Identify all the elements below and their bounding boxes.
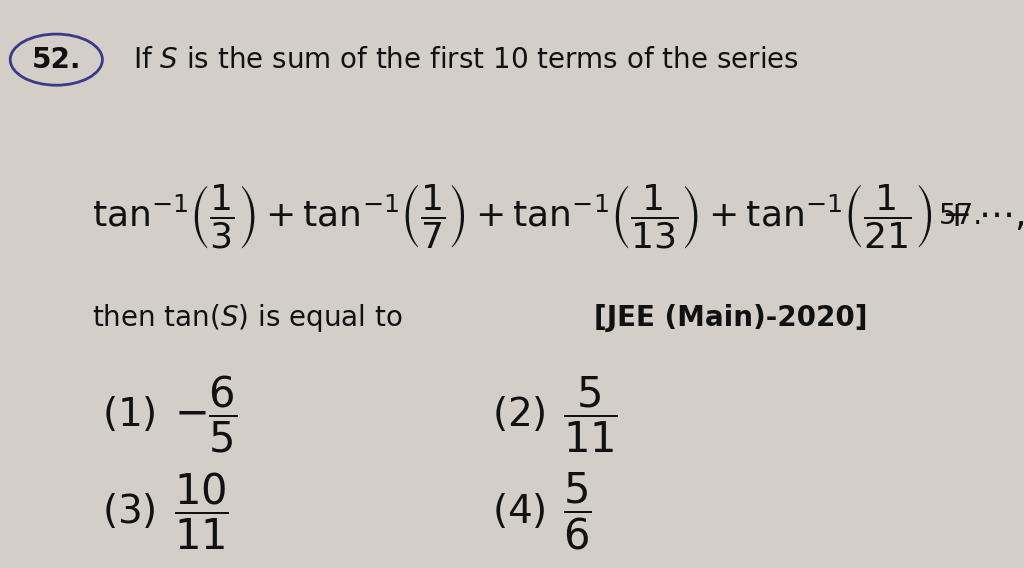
Text: $(3)$: $(3)$ [102,492,156,531]
Text: $(1)$: $(1)$ [102,395,156,434]
Text: then $\tan(S)$ is equal to: then $\tan(S)$ is equal to [92,302,402,334]
Text: $\dfrac{10}{11}$: $\dfrac{10}{11}$ [174,471,229,552]
Text: If $S$ is the sum of the first 10 terms of the series: If $S$ is the sum of the first 10 terms … [133,45,799,74]
Text: $\dfrac{5}{11}$: $\dfrac{5}{11}$ [563,375,618,454]
Text: [JEE (Main)-2020]: [JEE (Main)-2020] [594,304,867,332]
Text: $(2)$: $(2)$ [492,395,545,434]
Text: 52.: 52. [32,45,81,74]
Text: 57.: 57. [939,202,983,230]
Text: $-\dfrac{6}{5}$: $-\dfrac{6}{5}$ [174,374,238,455]
Text: $\dfrac{5}{6}$: $\dfrac{5}{6}$ [563,471,592,552]
Text: $(4)$: $(4)$ [492,492,545,531]
Text: $\tan^{-1}\!\left(\dfrac{1}{3}\right) + \tan^{-1}\!\left(\dfrac{1}{7}\right) + \: $\tan^{-1}\!\left(\dfrac{1}{3}\right) + … [92,182,1024,250]
